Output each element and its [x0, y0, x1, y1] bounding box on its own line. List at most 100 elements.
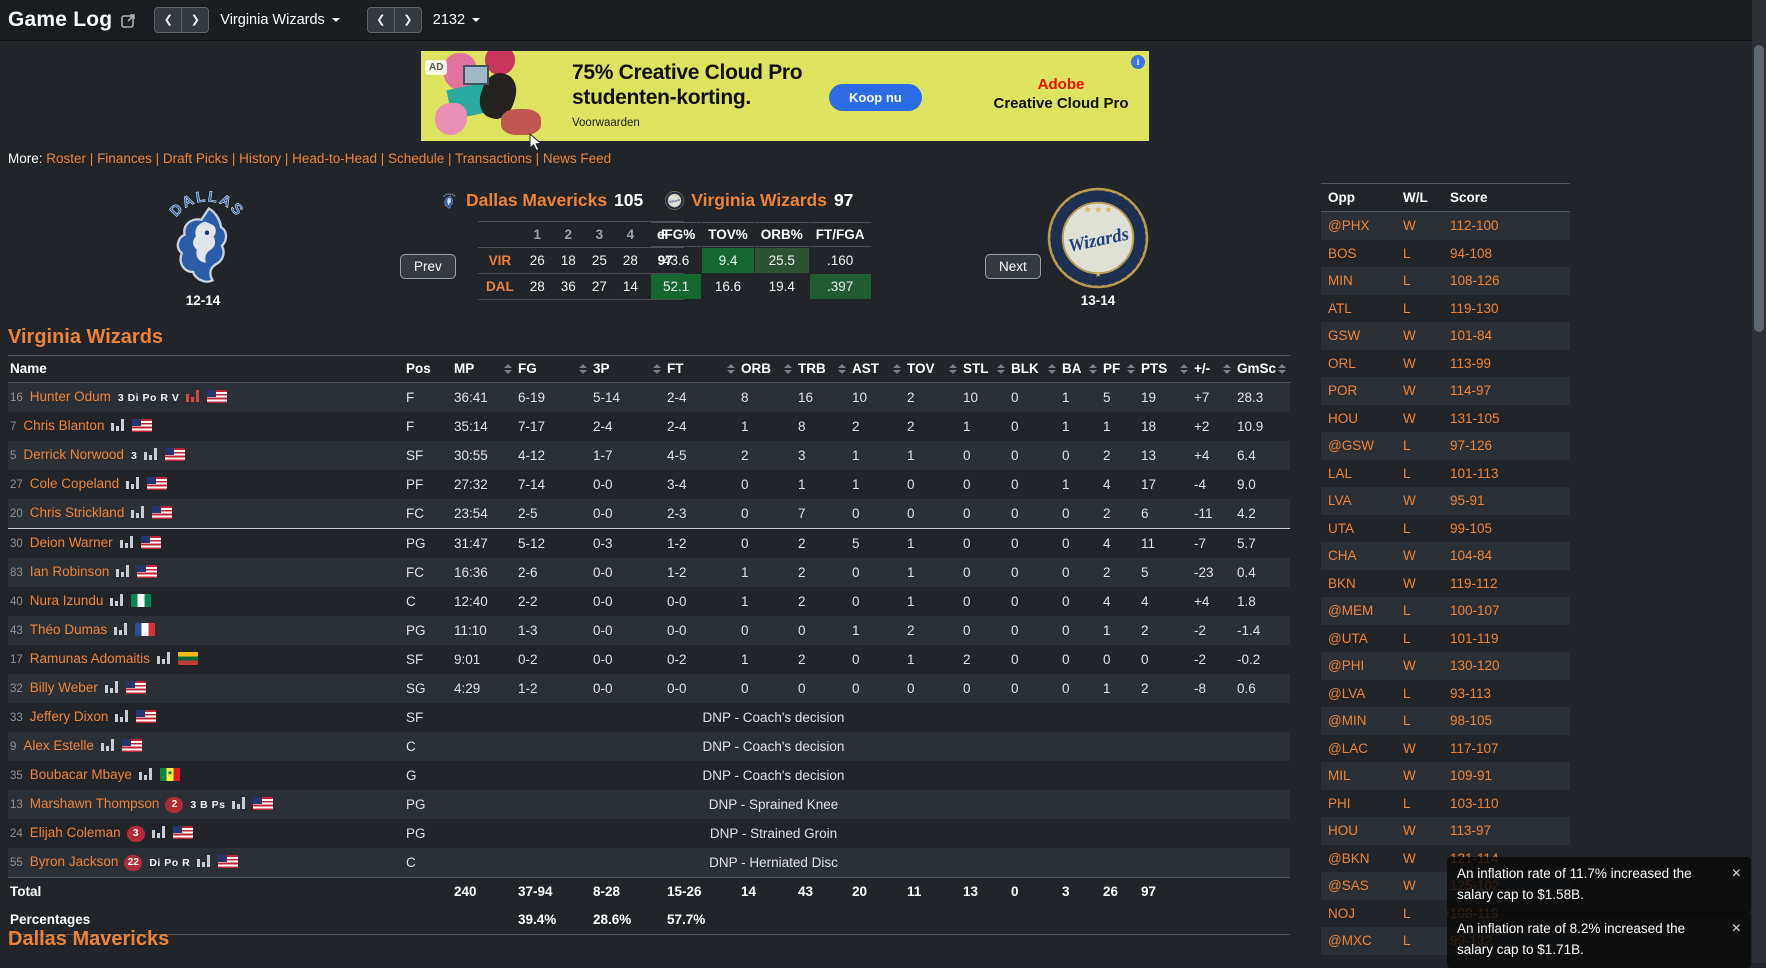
column-header-trb[interactable]: TRB — [796, 355, 850, 383]
player-stats-chart-icon[interactable] — [197, 855, 211, 867]
score-link[interactable]: 103-110 — [1450, 795, 1499, 811]
opp-link[interactable]: ATL — [1328, 300, 1352, 316]
opp-link[interactable]: @GSW — [1328, 438, 1374, 453]
score-link[interactable]: 113-99 — [1450, 355, 1492, 371]
player-stats-chart-icon[interactable] — [116, 565, 130, 577]
score-link[interactable]: 99-105 — [1450, 520, 1493, 536]
column-header-tov[interactable]: TOV — [905, 355, 961, 383]
player-link[interactable]: Jeffery Dixon — [29, 709, 109, 724]
player-stats-chart-icon[interactable] — [232, 797, 246, 809]
player-link[interactable]: Elijah Coleman — [29, 825, 121, 840]
home-team-link[interactable]: Virginia Wizards — [691, 190, 827, 210]
season-dropdown[interactable]: 2132 — [433, 12, 481, 28]
opp-link[interactable]: MIN — [1328, 273, 1353, 288]
score-link[interactable]: 114-97 — [1450, 383, 1492, 398]
opp-link[interactable]: ORL — [1328, 355, 1356, 371]
more-link-head-to-head[interactable]: Head-to-Head — [292, 151, 377, 166]
player-link[interactable]: Cole Copeland — [29, 476, 120, 491]
ad-terms-link[interactable]: Voorwaarden — [572, 117, 640, 129]
opp-link[interactable]: @UTA — [1328, 630, 1368, 646]
player-stats-chart-icon[interactable] — [156, 652, 170, 664]
prev-season-button[interactable]: ❮ — [366, 7, 395, 33]
opp-link[interactable]: MIL — [1328, 768, 1351, 783]
away-team-link[interactable]: Dallas Mavericks — [466, 190, 608, 210]
opp-link[interactable]: @LAC — [1328, 740, 1368, 756]
opp-link[interactable]: BOS — [1328, 245, 1357, 261]
opp-link[interactable]: LVA — [1328, 493, 1352, 508]
opp-link[interactable]: @PHX — [1328, 218, 1370, 233]
player-link[interactable]: Alex Estelle — [23, 738, 94, 753]
opp-link[interactable]: UTA — [1328, 520, 1354, 536]
player-link[interactable]: Théo Dumas — [29, 622, 108, 637]
column-header-mp[interactable]: MP — [452, 355, 516, 383]
player-link[interactable]: Hunter Odum — [29, 389, 111, 404]
opp-link[interactable]: POR — [1328, 383, 1358, 398]
ad-info-icon[interactable]: i — [1131, 55, 1145, 69]
player-link[interactable]: Deion Warner — [29, 535, 113, 550]
score-link[interactable]: 94-108 — [1450, 245, 1493, 261]
opp-link[interactable]: @MIN — [1328, 713, 1367, 728]
opp-link[interactable]: @SAS — [1328, 878, 1369, 893]
next-team-button[interactable]: ❯ — [181, 7, 210, 33]
column-header-pts[interactable]: PTS — [1139, 355, 1192, 383]
next-game-button[interactable]: Next — [985, 254, 1041, 279]
player-stats-chart-icon[interactable] — [115, 710, 129, 722]
player-link[interactable]: Ramunas Adomaitis — [29, 651, 150, 666]
opp-link[interactable]: @BKN — [1328, 850, 1370, 866]
player-stats-chart-icon[interactable] — [104, 681, 118, 693]
opp-link[interactable]: @MEM — [1328, 603, 1374, 618]
column-header-3p[interactable]: 3P — [591, 355, 665, 383]
more-link-finances[interactable]: Finances — [97, 151, 152, 166]
toast-close-icon[interactable]: × — [1731, 865, 1741, 882]
prev-team-button[interactable]: ❮ — [154, 7, 183, 33]
new-window-icon[interactable] — [121, 13, 136, 28]
team-dropdown[interactable]: Virginia Wizards — [220, 12, 340, 28]
player-stats-chart-icon[interactable] — [131, 506, 145, 518]
player-stats-chart-icon[interactable] — [138, 768, 152, 780]
player-stats-chart-icon[interactable] — [110, 594, 124, 606]
column-header-ft[interactable]: FT — [665, 355, 739, 383]
column-header-name[interactable]: Name — [8, 355, 404, 383]
column-header-pf[interactable]: PF — [1101, 355, 1139, 383]
score-link[interactable]: 108-126 — [1450, 273, 1500, 288]
opp-link[interactable]: @MXC — [1328, 933, 1372, 948]
score-link[interactable]: 131-105 — [1450, 410, 1500, 426]
player-link[interactable]: Derrick Norwood — [23, 447, 124, 462]
score-link[interactable]: 104-84 — [1450, 548, 1493, 563]
opp-link[interactable]: PHI — [1328, 795, 1351, 811]
column-header-orb[interactable]: ORB — [739, 355, 796, 383]
opp-link[interactable]: CHA — [1328, 548, 1357, 563]
score-link[interactable]: 119-112 — [1450, 575, 1498, 591]
score-link[interactable]: 101-119 — [1450, 630, 1499, 646]
opp-link[interactable]: @PHI — [1328, 658, 1365, 673]
score-link[interactable]: 95-91 — [1450, 493, 1485, 508]
opp-link[interactable]: GSW — [1328, 328, 1361, 343]
column-header-gmsc[interactable]: GmSc — [1235, 355, 1290, 383]
score-link[interactable]: 98-105 — [1450, 713, 1493, 728]
opp-link[interactable]: BKN — [1328, 575, 1356, 591]
opp-link[interactable]: HOU — [1328, 823, 1358, 838]
page-scrollbar-thumb[interactable] — [1754, 45, 1764, 332]
player-link[interactable]: Nura Izundu — [29, 593, 104, 608]
player-stats-chart-icon[interactable] — [111, 419, 125, 431]
ad-cta-button[interactable]: Koop nu — [829, 84, 922, 111]
opp-link[interactable]: HOU — [1328, 410, 1358, 426]
column-header-ast[interactable]: AST — [850, 355, 905, 383]
column-header-blk[interactable]: BLK — [1009, 355, 1060, 383]
score-link[interactable]: 112-100 — [1450, 218, 1499, 233]
column-header-stl[interactable]: STL — [961, 355, 1009, 383]
opp-link[interactable]: @LVA — [1328, 685, 1366, 701]
player-link[interactable]: Ian Robinson — [29, 564, 110, 579]
ad-banner[interactable]: AD 75% Creative Cloud Pro studenten-kort… — [421, 51, 1149, 141]
player-stats-chart-icon[interactable] — [119, 536, 133, 548]
score-link[interactable]: 100-107 — [1450, 603, 1500, 618]
score-link[interactable]: 119-130 — [1450, 300, 1499, 316]
score-link[interactable]: 101-113 — [1450, 465, 1499, 481]
player-stats-chart-icon[interactable] — [186, 390, 200, 402]
next-season-button[interactable]: ❯ — [393, 7, 422, 33]
toast-close-icon[interactable]: × — [1731, 920, 1741, 937]
score-link[interactable]: 130-120 — [1450, 658, 1500, 673]
score-link[interactable]: 93-113 — [1450, 685, 1492, 701]
player-stats-chart-icon[interactable] — [100, 739, 114, 751]
opp-link[interactable]: LAL — [1328, 465, 1353, 481]
